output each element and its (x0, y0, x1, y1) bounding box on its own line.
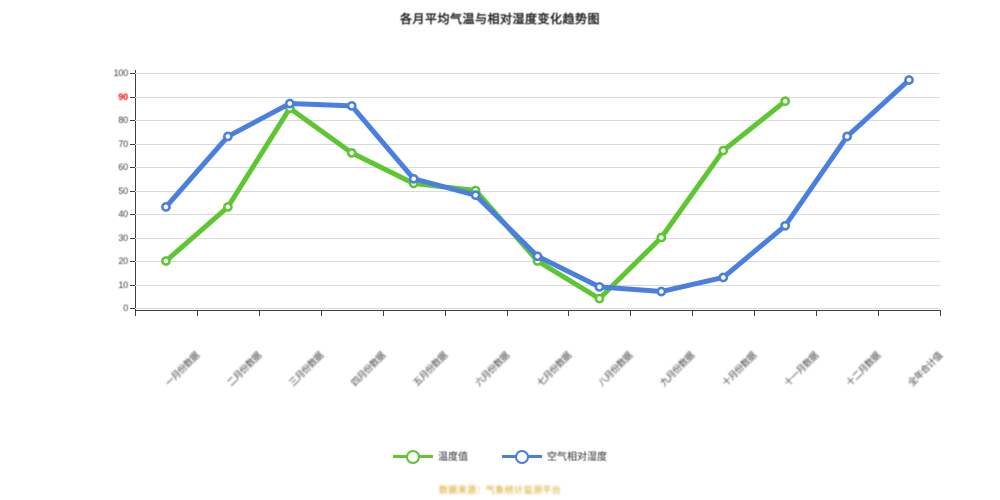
data-point-marker[interactable] (161, 256, 171, 266)
y-axis-label: 20 (118, 256, 128, 266)
data-point-marker[interactable] (718, 272, 729, 283)
data-point-marker[interactable] (656, 286, 667, 297)
y-axis-label: 70 (118, 138, 128, 149)
data-point-marker[interactable] (532, 251, 543, 262)
gridline (135, 214, 940, 215)
data-point-marker[interactable] (780, 220, 791, 231)
y-tick-mark (130, 96, 135, 98)
legend-marker-icon (502, 449, 542, 464)
chart-legend: 温度值 空气相对湿度 (0, 448, 1000, 464)
x-axis-label: 十一月数据 (782, 350, 821, 389)
x-axis-label: 二月份数据 (225, 350, 264, 389)
y-tick-mark (130, 143, 135, 145)
gridline (135, 237, 940, 239)
gridline (135, 308, 940, 309)
y-axis-label: 10 (118, 279, 128, 290)
x-tick-mark (754, 311, 756, 316)
gridline (135, 190, 940, 192)
x-axis-label: 十二月数据 (844, 350, 883, 389)
data-point-marker[interactable] (222, 131, 233, 142)
data-point-marker[interactable] (222, 202, 233, 212)
x-tick-mark (258, 311, 260, 316)
legend-marker-icon (393, 449, 433, 464)
x-axis-label: 全年合计值 (906, 350, 945, 389)
y-tick-mark (130, 237, 135, 239)
x-tick-mark (382, 311, 384, 316)
x-tick-mark (816, 311, 818, 316)
y-tick-mark (130, 308, 135, 309)
x-tick-mark (196, 311, 198, 316)
plot-area (135, 73, 940, 309)
y-axis-label: 50 (118, 185, 128, 196)
y-tick-mark (130, 120, 135, 121)
data-point-marker[interactable] (780, 96, 791, 107)
watermark-text: 数据来源：气象统计监测平台 (438, 485, 562, 495)
x-axis-label: 四月份数据 (349, 350, 387, 389)
x-tick-mark (568, 311, 570, 316)
legend-label: 空气相对湿度 (547, 452, 607, 463)
gridline (135, 143, 940, 145)
y-axis-label: 0 (123, 303, 128, 313)
x-axis-label: 一月份数据 (163, 350, 202, 389)
data-point-marker[interactable] (656, 232, 667, 243)
gridline (135, 120, 940, 121)
y-axis-labels: 100 90 80 70 60 50 40 30 20 10 0 (66, 0, 129, 500)
data-point-marker[interactable] (904, 75, 914, 85)
x-axis-line (135, 310, 941, 311)
y-axis-label: 100 (113, 68, 129, 78)
x-tick-mark (135, 311, 136, 316)
x-axis-label: 八月份数据 (596, 350, 635, 389)
legend-item[interactable]: 空气相对湿度 (502, 448, 607, 464)
data-point-marker[interactable] (470, 190, 481, 201)
y-axis-label: 60 (118, 162, 128, 172)
y-tick-mark (130, 214, 135, 215)
x-tick-mark (320, 311, 322, 316)
x-axis-label: 五月份数据 (411, 350, 449, 389)
gridline (135, 284, 940, 286)
y-tick-mark (130, 167, 135, 168)
y-axis-label: 40 (118, 209, 128, 219)
series-lines (161, 75, 914, 304)
x-axis-label: 三月份数据 (287, 350, 326, 389)
data-point-marker[interactable] (346, 148, 357, 158)
data-point-marker[interactable] (594, 281, 605, 292)
data-point-marker[interactable] (408, 173, 419, 184)
data-point-marker[interactable] (346, 101, 357, 111)
x-tick-mark (444, 311, 446, 316)
y-tick-mark (130, 190, 135, 192)
data-point-marker[interactable] (842, 131, 853, 142)
legend-item[interactable]: 温度值 (393, 448, 468, 464)
x-axis-label: 六月份数据 (472, 350, 511, 389)
y-tick-mark (130, 73, 135, 74)
x-tick-mark (630, 311, 632, 316)
y-tick-mark (130, 261, 135, 262)
gridline (135, 167, 940, 168)
y-axis-label: 90 (118, 91, 128, 102)
x-tick-mark (940, 311, 941, 316)
x-tick-mark (506, 311, 508, 316)
data-point-marker[interactable] (718, 145, 729, 156)
y-tick-mark (130, 284, 135, 286)
gridline (135, 73, 940, 74)
data-point-marker[interactable] (161, 202, 171, 212)
x-axis-label: 十月份数据 (720, 350, 759, 389)
data-point-marker[interactable] (284, 98, 295, 109)
y-axis-label: 30 (118, 232, 128, 243)
data-point-marker[interactable] (594, 293, 605, 304)
x-tick-mark (692, 311, 694, 316)
legend-label: 温度值 (438, 452, 468, 463)
x-tick-mark (878, 311, 880, 316)
gridline (135, 96, 940, 98)
x-axis-label: 九月份数据 (658, 350, 697, 389)
x-axis-label: 七月份数据 (534, 350, 573, 389)
y-axis-label: 80 (118, 115, 128, 125)
chart-title: 各月平均气温与相对湿度变化趋势图 (399, 12, 600, 26)
